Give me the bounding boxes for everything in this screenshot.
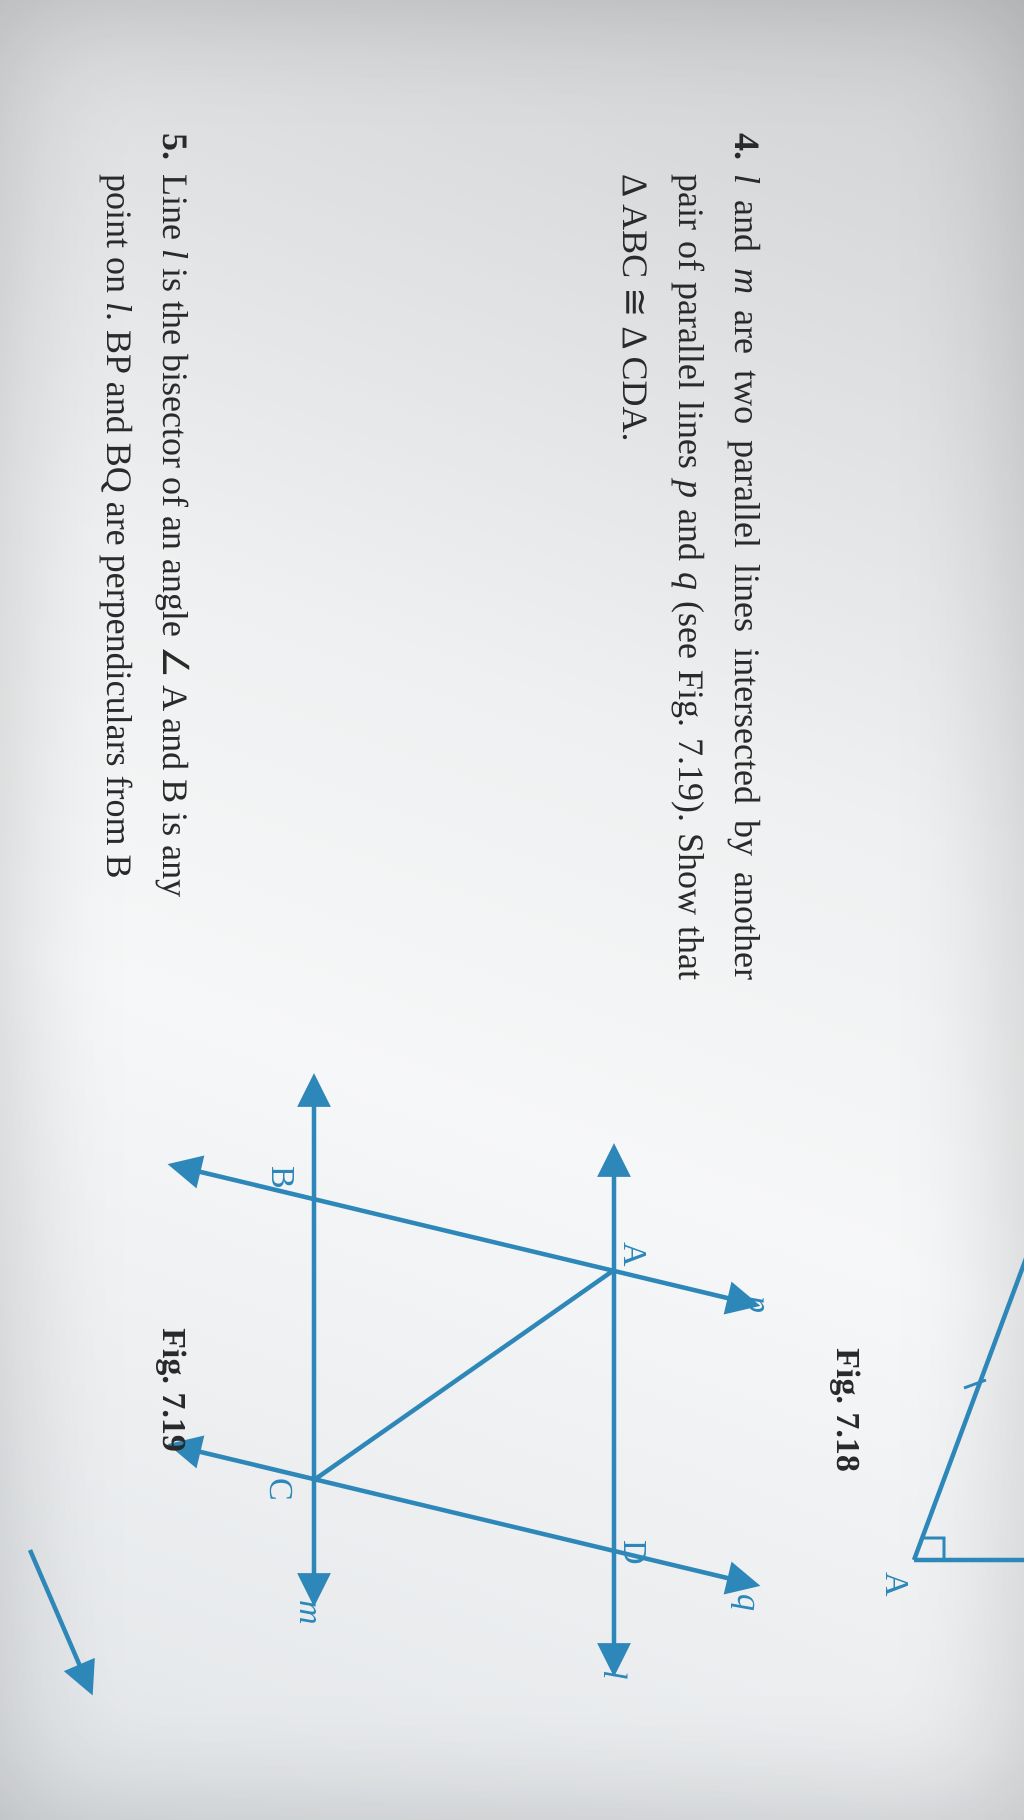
- fig-7-19-svg: p q l m A D B C: [144, 1070, 784, 1710]
- figure-7-19: p q l m A D B C Fig. 7.19: [144, 1070, 784, 1710]
- question-4-number: 4.: [607, 120, 774, 160]
- question-4: 4. l and m are two parallel lines inters…: [607, 120, 774, 980]
- var-l-3: l: [99, 302, 139, 312]
- label-C: C: [262, 1478, 299, 1501]
- var-q: q: [671, 572, 711, 590]
- var-l: l: [727, 174, 767, 184]
- label-p: p: [740, 1294, 777, 1313]
- label-A: A: [878, 1572, 915, 1597]
- figure-7-18: D O A Fig. 7.18: [824, 1130, 1024, 1690]
- label-m: m: [292, 1600, 329, 1625]
- question-5-number: 5.: [90, 120, 202, 160]
- question-5: 5. Line l is the bisector of an angle ∠ …: [60, 120, 202, 1740]
- var-l-2: l: [155, 249, 195, 259]
- question-4-text: l and m are two parallel lines intersect…: [607, 174, 774, 980]
- label-B: B: [264, 1166, 301, 1189]
- label-q: q: [730, 1594, 767, 1611]
- var-p: p: [671, 480, 711, 498]
- label-l: l: [596, 1670, 633, 1679]
- label-A: A: [616, 1242, 653, 1267]
- fig-7-18-caption: Fig. 7.18: [828, 1130, 866, 1690]
- corner-arrow-icon: [20, 1540, 100, 1700]
- label-D: D: [616, 1540, 653, 1565]
- question-5-text: Line l is the bisector of an angle ∠ A a…: [90, 174, 202, 897]
- var-m: m: [727, 268, 767, 294]
